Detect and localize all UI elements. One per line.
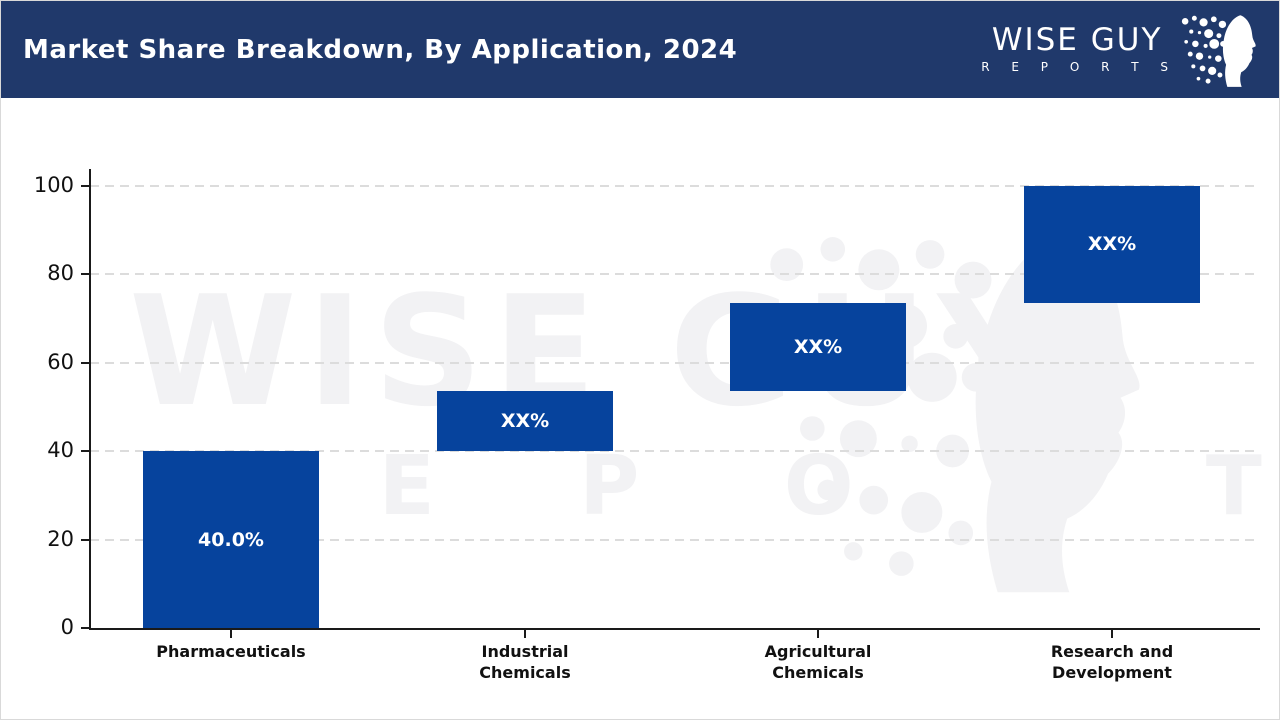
y-tick-label-60: 60 [47,349,74,374]
x-category-label-line: Development [1052,663,1172,682]
gridline-60 [90,361,1259,364]
x-category-label-line: Chemicals [479,663,571,682]
brand-subname: R E P O R T S [981,60,1177,74]
bar-value-label: XX% [500,410,550,433]
x-category-label-2: Industrial Chemicals [415,641,635,683]
bar-value-label: XX% [793,336,843,358]
y-tick-0 [81,627,89,629]
brand-face-icon [1181,14,1256,87]
bar-segment-1: 40.0% [143,451,319,628]
x-tick-4 [1111,630,1113,638]
gridline-100 [90,184,1259,187]
x-category-label-1: Pharmaceuticals [121,641,341,662]
x-tick-2 [524,630,526,638]
y-tick-label-100: 100 [33,172,74,197]
x-axis-line [89,628,1260,630]
brand-name: WISE GUY [991,22,1163,58]
gridline-40 [90,450,1259,452]
brand-text: WISE GUY R E P O R T S [977,22,1177,75]
y-tick-100 [81,184,89,187]
gridline-20 [90,538,1259,541]
y-tick-label-80: 80 [47,261,74,285]
x-category-label-line: Industrial [481,642,569,661]
gridline-80 [90,273,1259,275]
bar-value-label: XX% [1087,233,1137,256]
y-tick-40 [81,450,89,452]
y-tick-80 [81,273,89,275]
bar-value-label: 40.0% [198,528,264,551]
bar-segment-4: XX% [1024,185,1200,303]
y-tick-label-0: 0 [60,615,74,639]
x-category-label-line: Chemicals [772,663,864,682]
y-tick-label-20: 20 [47,526,74,551]
bar-segment-2: XX% [437,391,613,451]
x-tick-1 [230,630,232,638]
y-tick-20 [81,538,89,541]
x-category-label-4: Research and Development [1002,641,1222,683]
header-bar: Market Share Breakdown, By Application, … [1,1,1279,98]
bar-segment-3: XX% [730,302,906,392]
y-tick-60 [81,361,89,364]
brand-logo: WISE GUY R E P O R T S [977,12,1265,88]
x-tick-3 [817,630,819,638]
x-category-label-3: Agricultural Chemicals [708,641,928,683]
y-axis-line [89,169,91,630]
chart-title: Market Share Breakdown, By Application, … [23,34,738,65]
x-category-label-line: Research and [1050,642,1174,661]
y-tick-label-40: 40 [47,438,74,462]
x-category-label-line: Agricultural [764,642,872,661]
x-category-label-line: Pharmaceuticals [156,642,306,661]
